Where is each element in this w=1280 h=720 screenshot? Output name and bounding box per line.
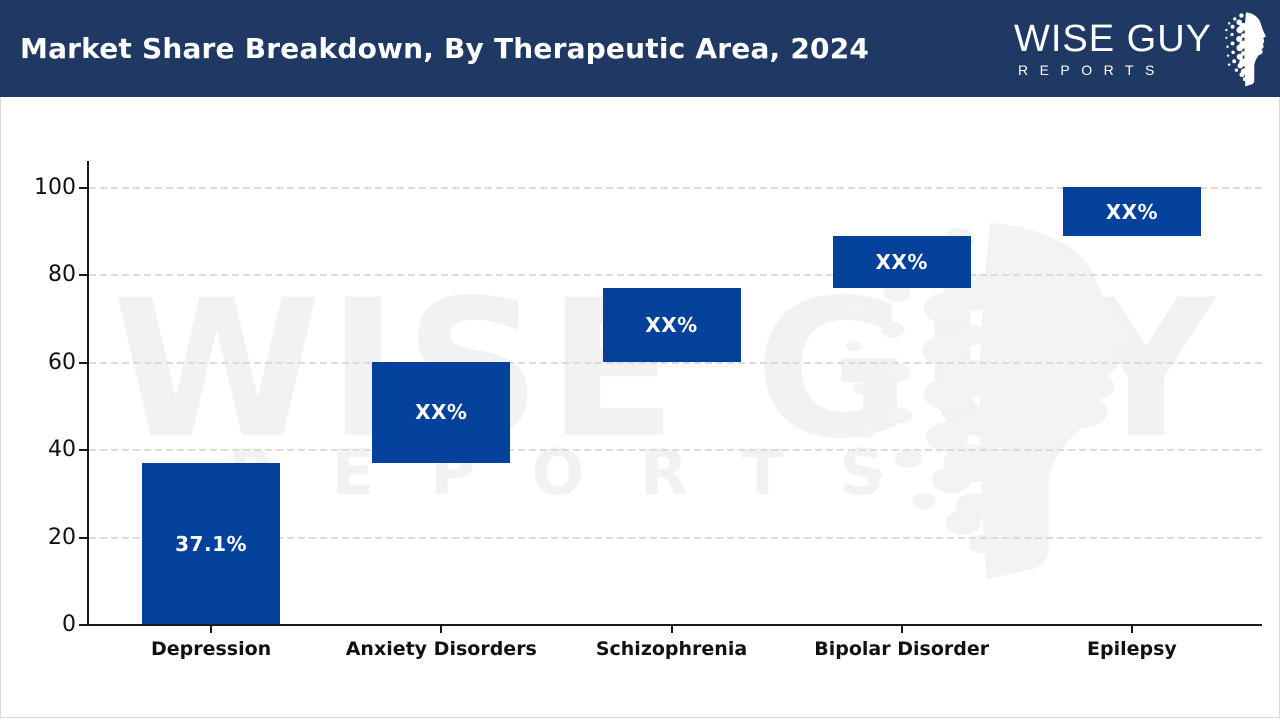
- x-tick-mark-schizophrenia: [670, 626, 673, 633]
- x-tick-mark-epilepsy: [1130, 626, 1133, 633]
- x-tick-mark-depression: [210, 626, 213, 633]
- gridline-60: [89, 361, 1262, 364]
- page-title: Market Share Breakdown, By Therapeutic A…: [20, 32, 870, 65]
- x-category-label-bipolar-disorder: Bipolar Disorder: [814, 638, 990, 660]
- x-tick-mark-anxiety-disorders: [440, 626, 443, 633]
- bar-value-label-epilepsy: XX%: [1105, 199, 1159, 224]
- wise-guy-logo: WISE GUY REPORTS: [1014, 8, 1270, 90]
- x-axis-line: [87, 624, 1262, 626]
- y-tick-mark-0: [79, 624, 89, 626]
- y-tick-label-80: 80: [48, 262, 76, 287]
- header-bar: Market Share Breakdown, By Therapeutic A…: [0, 0, 1280, 97]
- bar-epilepsy: XX%: [1062, 187, 1201, 237]
- bar-bipolar-disorder: XX%: [832, 236, 971, 288]
- gridline-20: [89, 536, 1262, 539]
- gridline-100: [89, 186, 1262, 189]
- y-tick-mark-60: [79, 361, 89, 364]
- y-tick-label-0: 0: [62, 612, 76, 637]
- logo-wordmark-line1: WISE GUY: [1013, 17, 1212, 60]
- bar-value-label-schizophrenia: XX%: [645, 312, 698, 337]
- y-tick-label-60: 60: [48, 349, 76, 375]
- bar-schizophrenia: XX%: [602, 287, 741, 363]
- x-category-label-epilepsy: Epilepsy: [1086, 638, 1177, 660]
- y-tick-mark-80: [79, 274, 89, 276]
- x-category-label-anxiety-disorders: Anxiety Disorders: [345, 638, 537, 660]
- y-tick-label-40: 40: [48, 437, 76, 462]
- x-category-label-depression: Depression: [150, 638, 272, 660]
- x-category-label-schizophrenia: Schizophrenia: [595, 638, 748, 660]
- gridline-40: [89, 449, 1262, 451]
- bar-value-label-bipolar-disorder: XX%: [875, 249, 928, 274]
- logo-wordmark: WISE GUY REPORTS: [1013, 17, 1212, 79]
- x-tick-mark-bipolar-disorder: [900, 626, 903, 633]
- bar-value-label-depression: 37.1%: [175, 531, 248, 556]
- chart-area: WISE GUY REPORTS 37.1% XX% XX% XX% XX% 0 20 40…: [0, 97, 1280, 720]
- watermark-text-line2: REPORTS: [228, 436, 941, 509]
- y-axis-line: [87, 161, 89, 626]
- y-tick-label-100: 100: [34, 174, 76, 200]
- gridline-80: [89, 274, 1262, 276]
- y-tick-label-20: 20: [48, 524, 76, 550]
- logo-face-icon: [1225, 12, 1266, 87]
- plot-area: 37.1% XX% XX% XX% XX%: [89, 163, 1262, 625]
- bar-value-label-anxiety-disorders: XX%: [415, 400, 468, 425]
- y-tick-mark-40: [79, 449, 89, 451]
- bar-depression: 37.1%: [142, 462, 281, 625]
- y-tick-mark-20: [79, 536, 89, 539]
- y-tick-mark-100: [79, 186, 89, 189]
- logo-wordmark-line2: REPORTS: [1017, 62, 1166, 79]
- bar-anxiety-disorders: XX%: [372, 362, 511, 463]
